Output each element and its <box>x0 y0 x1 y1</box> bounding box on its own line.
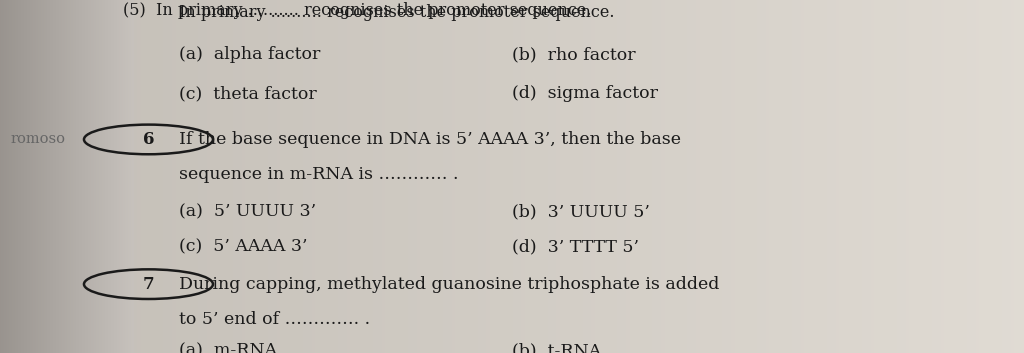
Text: (b)  rho factor: (b) rho factor <box>512 46 636 63</box>
Text: (a)  alpha factor: (a) alpha factor <box>179 46 321 63</box>
Text: In primary .......... recognises the promoter sequence.: In primary .......... recognises the pro… <box>179 4 614 21</box>
Text: (b)  3’ UUUU 5’: (b) 3’ UUUU 5’ <box>512 203 650 220</box>
Text: (d)  sigma factor: (d) sigma factor <box>512 85 658 102</box>
Text: (5)  In primary .......... recognises the promoter sequence.: (5) In primary .......... recognises the… <box>123 2 592 19</box>
Text: to 5’ end of …………. .: to 5’ end of …………. . <box>179 311 371 328</box>
Text: If the base sequence in DNA is 5’ AAAA 3’, then the base: If the base sequence in DNA is 5’ AAAA 3… <box>179 131 681 148</box>
Text: During capping, methylated guanosine triphosphate is added: During capping, methylated guanosine tri… <box>179 276 720 293</box>
Text: (a)  5’ UUUU 3’: (a) 5’ UUUU 3’ <box>179 203 316 220</box>
Text: (a)  m-RNA: (a) m-RNA <box>179 343 278 353</box>
Text: (c)  theta factor: (c) theta factor <box>179 85 317 102</box>
Text: (d)  3’ TTTT 5’: (d) 3’ TTTT 5’ <box>512 239 639 256</box>
Text: (b)  t-RNA: (b) t-RNA <box>512 343 601 353</box>
Text: sequence in m-RNA is ………… .: sequence in m-RNA is ………… . <box>179 166 459 183</box>
Text: (c)  5’ AAAA 3’: (c) 5’ AAAA 3’ <box>179 239 307 256</box>
Text: romoso: romoso <box>10 132 66 146</box>
Text: 6: 6 <box>142 131 155 148</box>
Text: 7: 7 <box>142 276 155 293</box>
